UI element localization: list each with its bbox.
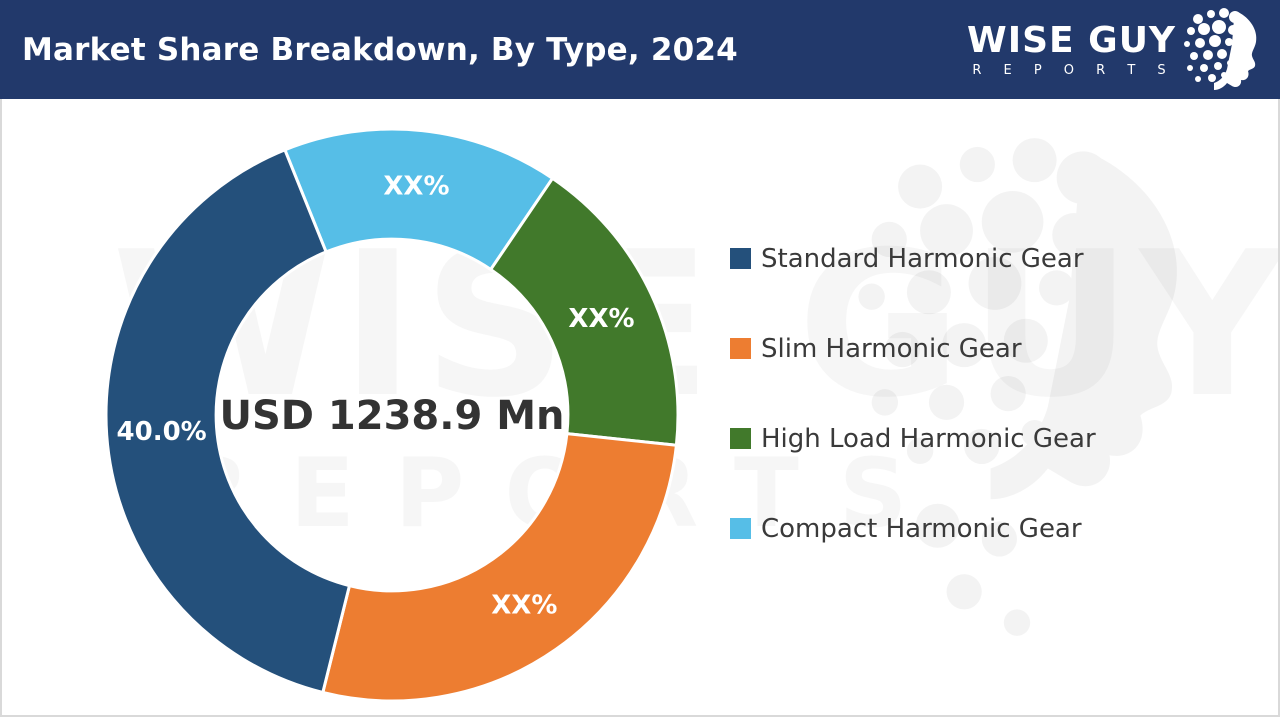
legend-label: Standard Harmonic Gear: [761, 243, 1084, 274]
brand-logo: WISE GUY R E P O R T S: [967, 6, 1262, 94]
watermark-face-icon: [858, 138, 1177, 636]
legend-label: High Load Harmonic Gear: [761, 423, 1096, 454]
legend-swatch-icon: [730, 248, 751, 269]
legend-swatch-icon: [730, 518, 751, 539]
brand-logo-text: WISE GUY R E P O R T S: [966, 19, 1176, 78]
legend-item-standard-harmonic-gear: Standard Harmonic Gear: [730, 243, 1096, 274]
legend-item-high-load-harmonic-gear: High Load Harmonic Gear: [730, 423, 1096, 454]
legend-swatch-icon: [730, 428, 751, 449]
donut-slice-label: 40.0%: [117, 417, 207, 447]
legend-item-slim-harmonic-gear: Slim Harmonic Gear: [730, 333, 1096, 364]
legend-label: Compact Harmonic Gear: [761, 513, 1082, 544]
legend-label: Slim Harmonic Gear: [761, 333, 1022, 364]
donut-slice-standard-harmonic-gear: [104, 148, 351, 695]
brand-logo-name: WISE GUY: [966, 19, 1176, 61]
donut-center-value: USD 1238.9 Mn: [220, 393, 565, 439]
chart-legend: Standard Harmonic Gear Slim Harmonic Gea…: [730, 243, 1096, 544]
donut-slice-label: XX%: [568, 304, 634, 334]
brand-logo-subtitle: R E P O R T S: [972, 62, 1175, 78]
legend-item-compact-harmonic-gear: Compact Harmonic Gear: [730, 513, 1096, 544]
brand-face-icon: [1184, 7, 1257, 90]
header-bar: Market Share Breakdown, By Type, 2024 WI…: [0, 0, 1280, 99]
donut-slice-label: XX%: [491, 590, 557, 620]
legend-swatch-icon: [730, 338, 751, 359]
page-title: Market Share Breakdown, By Type, 2024: [22, 31, 738, 68]
donut-slice-slim-harmonic-gear: [321, 432, 678, 703]
donut-chart: XX% XX% XX% 40.0% USD 1238.9 Mn: [104, 127, 680, 703]
donut-slice-label: XX%: [383, 171, 449, 201]
